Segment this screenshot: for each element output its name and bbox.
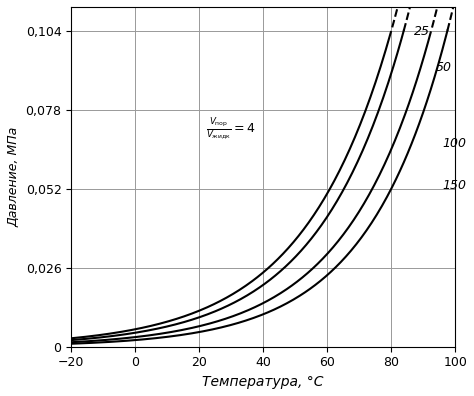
Y-axis label: Давление, МПа: Давление, МПа [7, 127, 20, 227]
Text: 150: 150 [442, 179, 466, 192]
Text: 50: 50 [436, 61, 452, 74]
Text: $\frac{V_{\mathregular{пор}}}{V_{\mathregular{жидк}}}=4$: $\frac{V_{\mathregular{пор}}}{V_{\mathre… [206, 115, 255, 142]
Text: 25: 25 [413, 25, 429, 38]
Text: 100: 100 [442, 137, 466, 150]
X-axis label: Температура, °C: Температура, °C [202, 375, 324, 389]
